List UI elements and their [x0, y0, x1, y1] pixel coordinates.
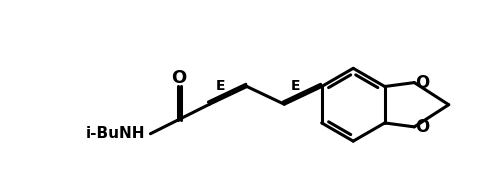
Text: O: O: [414, 118, 429, 136]
Text: O: O: [414, 74, 429, 92]
Text: E: E: [215, 79, 225, 93]
Text: O: O: [171, 69, 186, 87]
Text: E: E: [290, 79, 299, 93]
Text: i-BuNH: i-BuNH: [86, 126, 145, 141]
